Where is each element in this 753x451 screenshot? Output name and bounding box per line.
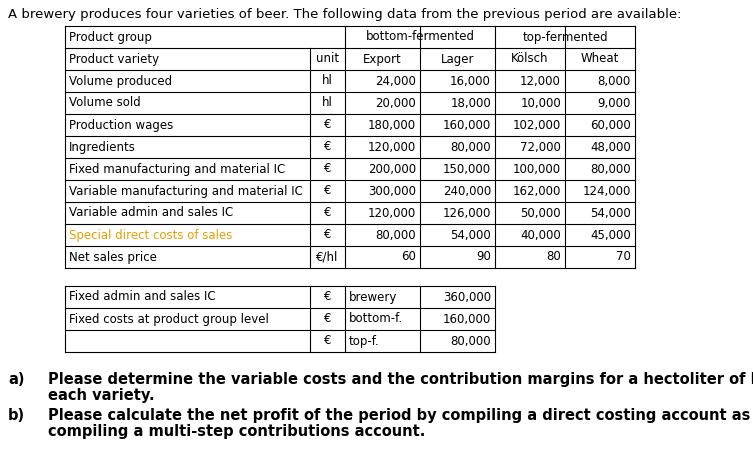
Text: 10,000: 10,000 bbox=[520, 97, 561, 110]
Text: 60,000: 60,000 bbox=[590, 119, 631, 132]
Text: top-f.: top-f. bbox=[349, 335, 380, 348]
Text: compiling a multi-step contributions account.: compiling a multi-step contributions acc… bbox=[48, 424, 425, 439]
Text: hl: hl bbox=[322, 74, 333, 87]
Text: 90: 90 bbox=[476, 250, 491, 263]
Text: hl: hl bbox=[322, 97, 333, 110]
Text: 124,000: 124,000 bbox=[583, 184, 631, 198]
Text: Volume produced: Volume produced bbox=[69, 74, 172, 87]
Text: 120,000: 120,000 bbox=[367, 141, 416, 153]
Text: €: € bbox=[324, 119, 331, 132]
Text: 9,000: 9,000 bbox=[598, 97, 631, 110]
Text: €: € bbox=[324, 141, 331, 153]
Text: Special direct costs of sales: Special direct costs of sales bbox=[69, 229, 233, 241]
Text: unit: unit bbox=[316, 52, 339, 65]
Text: Please calculate the net profit of the period by compiling a direct costing acco: Please calculate the net profit of the p… bbox=[48, 408, 753, 423]
Text: Fixed costs at product group level: Fixed costs at product group level bbox=[69, 313, 269, 326]
Text: Wheat: Wheat bbox=[581, 52, 619, 65]
Text: 72,000: 72,000 bbox=[520, 141, 561, 153]
Text: 200,000: 200,000 bbox=[368, 162, 416, 175]
Text: 180,000: 180,000 bbox=[368, 119, 416, 132]
Text: €: € bbox=[324, 207, 331, 220]
Text: Production wages: Production wages bbox=[69, 119, 173, 132]
Text: 12,000: 12,000 bbox=[520, 74, 561, 87]
Text: bottom-fermented: bottom-fermented bbox=[365, 31, 474, 43]
Text: 40,000: 40,000 bbox=[520, 229, 561, 241]
Text: Volume sold: Volume sold bbox=[69, 97, 141, 110]
Text: 50,000: 50,000 bbox=[520, 207, 561, 220]
Text: 100,000: 100,000 bbox=[513, 162, 561, 175]
Text: 16,000: 16,000 bbox=[450, 74, 491, 87]
Text: b): b) bbox=[8, 408, 25, 423]
Text: each variety.: each variety. bbox=[48, 388, 154, 403]
Text: 24,000: 24,000 bbox=[375, 74, 416, 87]
Text: top-fermented: top-fermented bbox=[522, 31, 608, 43]
Text: €: € bbox=[324, 184, 331, 198]
Text: 80,000: 80,000 bbox=[450, 141, 491, 153]
Text: 160,000: 160,000 bbox=[443, 313, 491, 326]
Text: €: € bbox=[324, 335, 331, 348]
Text: €/hl: €/hl bbox=[316, 250, 339, 263]
Text: Fixed manufacturing and material IC: Fixed manufacturing and material IC bbox=[69, 162, 285, 175]
Text: 120,000: 120,000 bbox=[367, 207, 416, 220]
Text: 80: 80 bbox=[546, 250, 561, 263]
Text: 54,000: 54,000 bbox=[450, 229, 491, 241]
Text: bottom-f.: bottom-f. bbox=[349, 313, 403, 326]
Text: €: € bbox=[324, 313, 331, 326]
Text: 80,000: 80,000 bbox=[590, 162, 631, 175]
Text: Variable admin and sales IC: Variable admin and sales IC bbox=[69, 207, 233, 220]
Text: 60: 60 bbox=[401, 250, 416, 263]
Text: Export: Export bbox=[363, 52, 402, 65]
Text: 20,000: 20,000 bbox=[375, 97, 416, 110]
Text: Product variety: Product variety bbox=[69, 52, 159, 65]
Text: 70: 70 bbox=[616, 250, 631, 263]
Text: 150,000: 150,000 bbox=[443, 162, 491, 175]
Text: 160,000: 160,000 bbox=[443, 119, 491, 132]
Text: 18,000: 18,000 bbox=[450, 97, 491, 110]
Text: 8,000: 8,000 bbox=[598, 74, 631, 87]
Text: A brewery produces four varieties of beer. The following data from the previous : A brewery produces four varieties of bee… bbox=[8, 8, 681, 21]
Text: Please determine the variable costs and the contribution margins for a hectolite: Please determine the variable costs and … bbox=[48, 372, 753, 387]
Text: Kölsch: Kölsch bbox=[511, 52, 549, 65]
Text: Product group: Product group bbox=[69, 31, 152, 43]
Text: 80,000: 80,000 bbox=[376, 229, 416, 241]
Text: 300,000: 300,000 bbox=[368, 184, 416, 198]
Text: Net sales price: Net sales price bbox=[69, 250, 157, 263]
Text: brewery: brewery bbox=[349, 290, 398, 304]
Text: 126,000: 126,000 bbox=[443, 207, 491, 220]
Text: 102,000: 102,000 bbox=[513, 119, 561, 132]
Text: 162,000: 162,000 bbox=[513, 184, 561, 198]
Text: 80,000: 80,000 bbox=[450, 335, 491, 348]
Text: a): a) bbox=[8, 372, 25, 387]
Text: €: € bbox=[324, 290, 331, 304]
Text: 240,000: 240,000 bbox=[443, 184, 491, 198]
Text: €: € bbox=[324, 229, 331, 241]
Text: Fixed admin and sales IC: Fixed admin and sales IC bbox=[69, 290, 215, 304]
Text: Lager: Lager bbox=[441, 52, 474, 65]
Text: Ingredients: Ingredients bbox=[69, 141, 136, 153]
Text: 48,000: 48,000 bbox=[590, 141, 631, 153]
Text: 54,000: 54,000 bbox=[590, 207, 631, 220]
Text: €: € bbox=[324, 162, 331, 175]
Text: 45,000: 45,000 bbox=[590, 229, 631, 241]
Text: 360,000: 360,000 bbox=[443, 290, 491, 304]
Text: Variable manufacturing and material IC: Variable manufacturing and material IC bbox=[69, 184, 303, 198]
